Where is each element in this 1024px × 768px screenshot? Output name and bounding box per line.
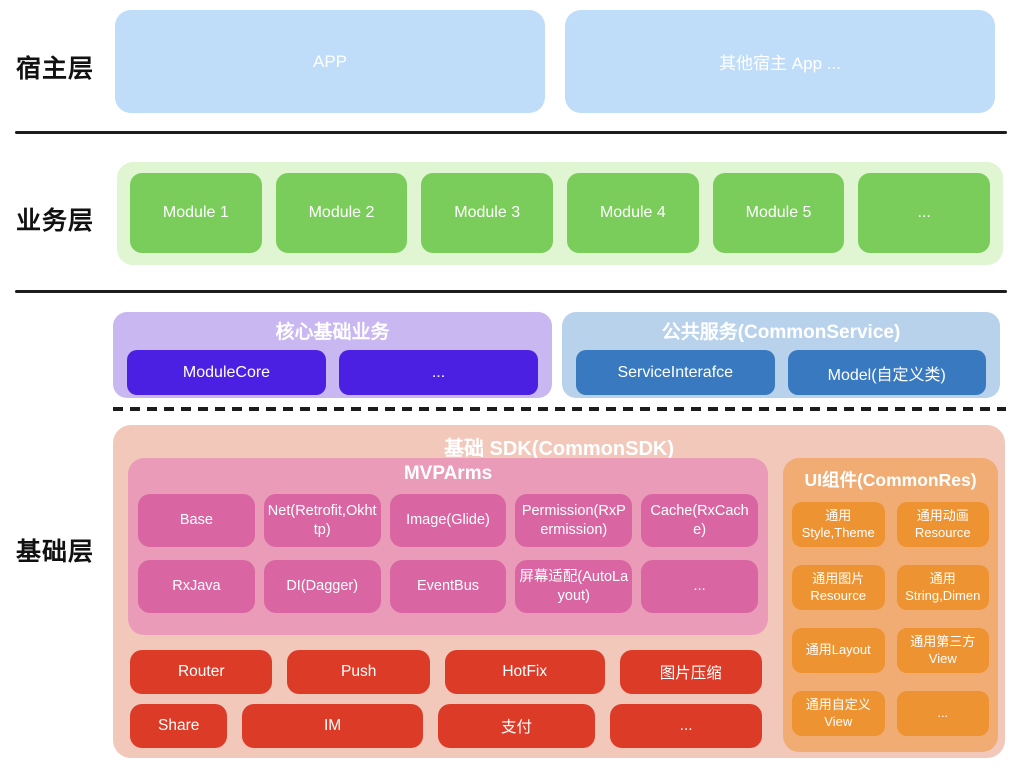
common-sdk-panel: 基础 SDK(CommonSDK) MVPArms Base Net(Retro… xyxy=(113,425,1005,758)
commonres-box-more: ... xyxy=(896,691,989,736)
common-service-title: 公共服务(CommonService) xyxy=(661,322,901,343)
capability-row-2: Share IM 支付 ... xyxy=(130,704,762,748)
capability-box: 支付 xyxy=(437,704,596,748)
mvp-box: 屏幕适配(AutoLayout) xyxy=(515,560,633,613)
capability-row-1: Router Push HotFix 图片压缩 xyxy=(130,650,762,694)
commonres-grid: 通用 Style,Theme 通用动画 Resource 通用图片 Resour… xyxy=(792,502,989,736)
divider-line-2 xyxy=(15,290,1007,293)
mvp-box: RxJava xyxy=(138,560,255,613)
capability-box: IM xyxy=(242,704,423,748)
mvp-box-more: ... xyxy=(641,560,758,613)
mvp-box: Image(Glide) xyxy=(389,494,507,547)
commonres-box: 通用自定义 View xyxy=(792,691,885,736)
layer-label-base: 基础层 xyxy=(16,538,95,566)
module-box: Module 3 xyxy=(421,173,554,253)
capability-box: HotFix xyxy=(444,650,605,694)
commonres-title: UI组件(CommonRes) xyxy=(804,470,977,490)
core-business-row: ModuleCore ... xyxy=(113,344,552,395)
module-box: Module 5 xyxy=(712,173,845,253)
business-modules-container: Module 1 Module 2 Module 3 Module 4 Modu… xyxy=(117,162,1003,265)
modulecore-box: ModuleCore xyxy=(127,350,326,395)
divider-line-1 xyxy=(15,131,1007,134)
capability-box-more: ... xyxy=(610,704,762,748)
common-service-row: ServiceInterafce Model(自定义类) xyxy=(562,344,1000,395)
mvp-box: Permission(RxPermission) xyxy=(515,494,633,547)
model-box: Model(自定义类) xyxy=(787,350,986,395)
dashed-divider-line xyxy=(113,407,1006,411)
module-box: Module 1 xyxy=(130,173,262,253)
module-box: Module 2 xyxy=(275,173,408,253)
core-business-title: 核心基础业务 xyxy=(275,322,390,343)
commonres-box: 通用图片 Resource xyxy=(792,565,885,610)
layer-label-business: 业务层 xyxy=(16,207,95,235)
mvp-box: DI(Dagger) xyxy=(263,560,381,613)
mvp-box: EventBus xyxy=(389,560,507,613)
capability-box: Push xyxy=(287,650,430,694)
mvp-box: Base xyxy=(138,494,255,547)
capability-box: Share xyxy=(130,704,228,748)
module-box: Module 4 xyxy=(567,173,699,253)
common-service-panel: 公共服务(CommonService) ServiceInterafce Mod… xyxy=(562,312,1000,398)
service-interface-box: ServiceInterafce xyxy=(576,350,775,395)
mvparms-panel: MVPArms Base Net(Retrofit,Okhttp) Image(… xyxy=(128,458,768,635)
core-more-box: ... xyxy=(339,350,538,395)
core-business-panel: 核心基础业务 ModuleCore ... xyxy=(113,312,552,398)
capability-box: 图片压缩 xyxy=(619,650,762,694)
mvparms-title: MVPArms xyxy=(403,463,493,484)
capability-box: Router xyxy=(130,650,273,694)
commonres-box: 通用动画 Resource xyxy=(896,502,989,547)
host-app-box: APP xyxy=(115,10,545,113)
commonres-box: 通用第三方 View xyxy=(896,628,989,673)
commonres-box: 通用 String,Dimen xyxy=(896,565,989,610)
mvparms-grid: Base Net(Retrofit,Okhttp) Image(Glide) P… xyxy=(138,494,758,613)
commonres-box: 通用Layout xyxy=(792,628,885,673)
commonres-box: 通用 Style,Theme xyxy=(792,502,885,547)
common-sdk-title: 基础 SDK(CommonSDK) xyxy=(444,438,674,460)
mvp-box: Cache(RxCache) xyxy=(641,494,758,547)
module-box-more: ... xyxy=(858,173,991,253)
mvp-box: Net(Retrofit,Okhttp) xyxy=(263,494,381,547)
host-other-apps-box: 其他宿主 App ... xyxy=(565,10,995,113)
layer-label-host: 宿主层 xyxy=(16,55,95,83)
commonres-panel: UI组件(CommonRes) 通用 Style,Theme 通用动画 Reso… xyxy=(783,458,998,752)
